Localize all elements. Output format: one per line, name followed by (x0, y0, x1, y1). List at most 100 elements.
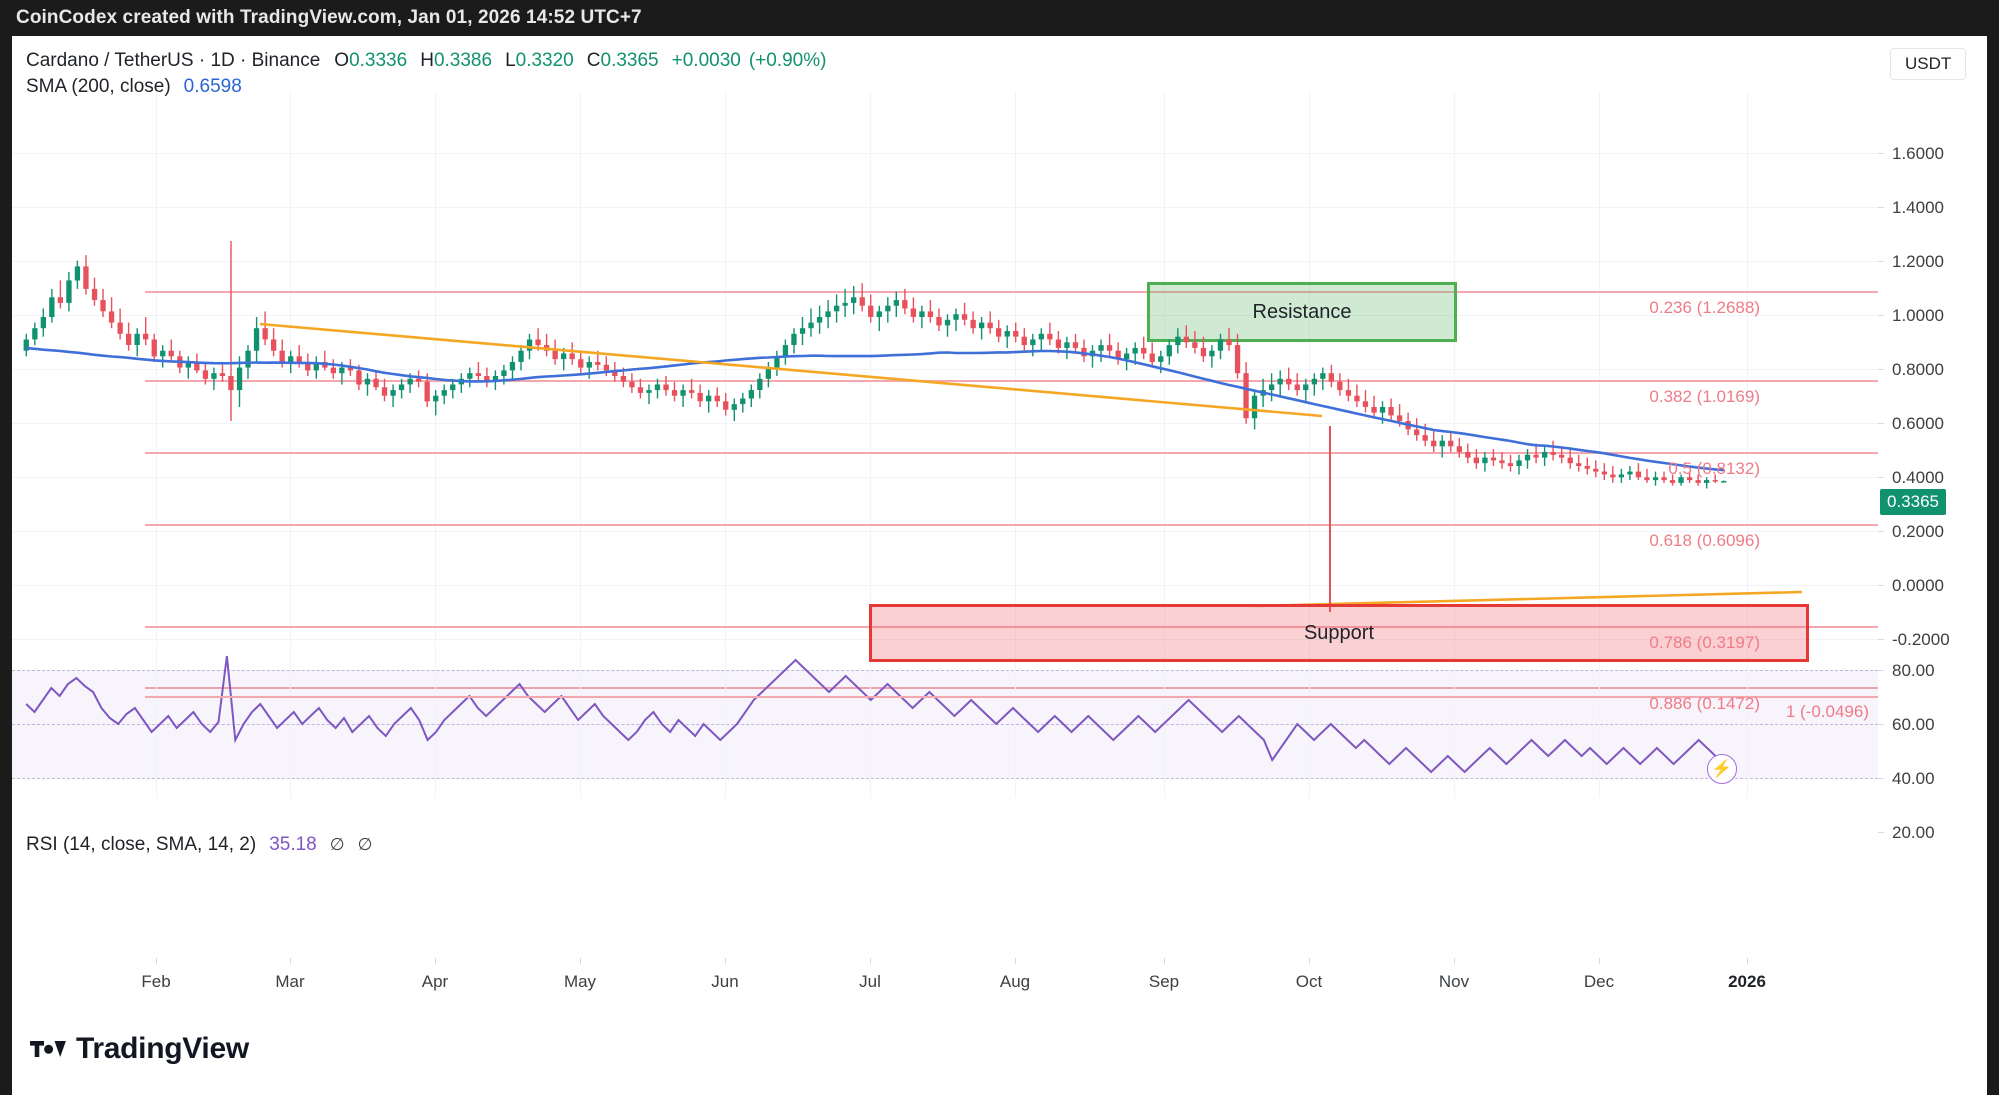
gridline-vertical (156, 648, 157, 798)
gridline (12, 153, 1878, 154)
legend-row-symbol: Cardano / TetherUS · 1D · Binance O 0.333… (26, 48, 834, 73)
gridline-vertical (1747, 92, 1748, 646)
ohlc-values: O 0.3336 H 0.3386 L 0.3320 C 0.3365 +0.0030 … (334, 48, 834, 73)
rsi-pane (12, 648, 1878, 798)
ohlc-open-value: 0.3336 (349, 50, 408, 71)
footer-bar: TradingView (12, 1002, 1987, 1095)
gridline (12, 585, 1878, 586)
rsi-tick-label: 80.00 (1892, 661, 1935, 680)
attribution-bar: CoinCodex created with TradingView.com, … (0, 0, 1999, 36)
ohlc-high-key: H (420, 50, 434, 71)
gridline-vertical (1015, 92, 1016, 646)
rsi-tick-label: 20.00 (1892, 823, 1935, 842)
time-tick-label: Nov (1438, 972, 1470, 991)
gridline (12, 423, 1878, 424)
ohlc-close-key: C (586, 50, 601, 71)
rsi-na-value-2: ∅ (357, 835, 373, 854)
gridline-vertical (870, 648, 871, 798)
price-tick-label: 1.2000 (1892, 252, 1944, 271)
fib-label-0886: 0.886 (0.1472) (1649, 694, 1760, 713)
resistance-zone[interactable]: Resistance (1147, 282, 1457, 342)
gridline-vertical (1309, 92, 1310, 646)
lightning-badge-icon[interactable]: ⚡ (1707, 754, 1737, 784)
gridline-vertical (435, 648, 436, 798)
rsi-indicator-title[interactable]: RSI (14, close, SMA, 14, 2) (26, 834, 257, 855)
time-tick-label: Sep (1148, 972, 1180, 991)
support-zone-label: Support (1303, 621, 1375, 644)
gridline-vertical (1599, 92, 1600, 646)
fib-line-0786 (145, 626, 1878, 628)
support-zone[interactable]: Support (869, 604, 1809, 662)
gridline-vertical (580, 648, 581, 798)
time-tick-label: Aug (999, 972, 1031, 991)
rsi-indicator-value: 35.18 (269, 834, 317, 855)
fib-line-0618 (145, 524, 1878, 526)
fib-label-0786: 0.786 (0.3197) (1649, 633, 1760, 652)
gridline (12, 207, 1878, 208)
change-absolute: +0.0030 (671, 50, 741, 71)
fib-line-0382 (145, 380, 1878, 382)
tradingview-brand-text: TradingView (76, 1031, 249, 1065)
price-tick-label: 1.4000 (1892, 198, 1944, 217)
ohlc-low: L 0.3320 (505, 48, 574, 73)
tradingview-logo[interactable]: TradingView (30, 1032, 249, 1066)
gridline-vertical (1599, 648, 1600, 798)
current-price-badge[interactable]: 0.3365 (1880, 489, 1946, 515)
time-tick-label: Mar (275, 972, 305, 991)
gridline (12, 369, 1878, 370)
time-tick-label: Oct (1295, 972, 1323, 991)
fib-label-0236: 0.236 (1.2688) (1649, 298, 1760, 317)
ohlc-low-key: L (505, 50, 516, 71)
ohlc-high-value: 0.3386 (433, 50, 493, 71)
price-axis[interactable]: USDT 1.6000 1.4000 1.2000 1.0000 0.8000 … (1878, 36, 1987, 1002)
fib-label-0618: 0.618 (0.6096) (1649, 531, 1760, 550)
price-tick-label: -0.2000 (1892, 630, 1950, 649)
ohlc-open: O 0.3336 (334, 48, 407, 73)
descending-trendline (259, 322, 1323, 418)
gridline (12, 477, 1878, 478)
ohlc-close: C 0.3365 (587, 48, 659, 73)
legend-row-rsi: RSI (14, close, SMA, 14, 2) 35.18 ∅ ∅ (26, 832, 372, 857)
gridline-vertical (290, 648, 291, 798)
gridline-vertical (435, 92, 436, 646)
time-axis[interactable]: Feb Mar Apr May Jun Jul Aug Sep Oct Nov … (12, 958, 1878, 1002)
fib-line-0236 (145, 291, 1878, 293)
fib-line-1 (145, 696, 1878, 698)
time-tick-label-year: 2026 (1728, 972, 1766, 991)
price-pane: Resistance Support 0.236 (1.2688) 0.382 … (12, 92, 1878, 713)
fib-line-0886 (145, 687, 1878, 689)
fib-label-05: 0.5 (0.8132) (1668, 459, 1760, 478)
gridline-vertical (1015, 648, 1016, 798)
gridline-vertical (870, 92, 871, 646)
rsi-oversold-line (12, 778, 1878, 779)
gridline (12, 315, 1878, 316)
ohlc-close-value: 0.3365 (600, 50, 659, 71)
rsi-midline (12, 724, 1878, 725)
price-tick-label: 0.8000 (1892, 360, 1944, 379)
time-tick-label: Apr (421, 972, 449, 991)
gridline (12, 531, 1878, 532)
gridline-vertical (725, 92, 726, 646)
ohlc-low-value: 0.3320 (515, 50, 574, 71)
time-tick-label: Dec (1583, 972, 1615, 991)
chart-legend: Cardano / TetherUS · 1D · Binance O 0.333… (12, 36, 834, 99)
time-tick-label: May (563, 972, 597, 991)
attribution-text: CoinCodex created with TradingView.com, … (16, 7, 642, 28)
symbol-title[interactable]: Cardano / TetherUS · 1D · Binance (26, 50, 321, 71)
rsi-tick-label: 60.00 (1892, 715, 1935, 734)
gridline-vertical (1309, 648, 1310, 798)
change-percent: (+0.90%) (748, 50, 827, 71)
fib-line-05 (145, 452, 1878, 454)
candlestick-series (23, 241, 1803, 612)
rsi-overbought-line (12, 670, 1878, 671)
fib-label-1: 1 (-0.0496) (1785, 702, 1869, 721)
gridline-vertical (725, 648, 726, 798)
gridline-vertical (156, 92, 157, 646)
currency-chip[interactable]: USDT (1890, 48, 1967, 80)
price-tick-label: 0.6000 (1892, 414, 1944, 433)
ohlc-open-key: O (334, 50, 350, 71)
time-tick-label: Jun (711, 972, 739, 991)
support-trendline (1254, 590, 1803, 608)
gridline (12, 639, 1878, 640)
